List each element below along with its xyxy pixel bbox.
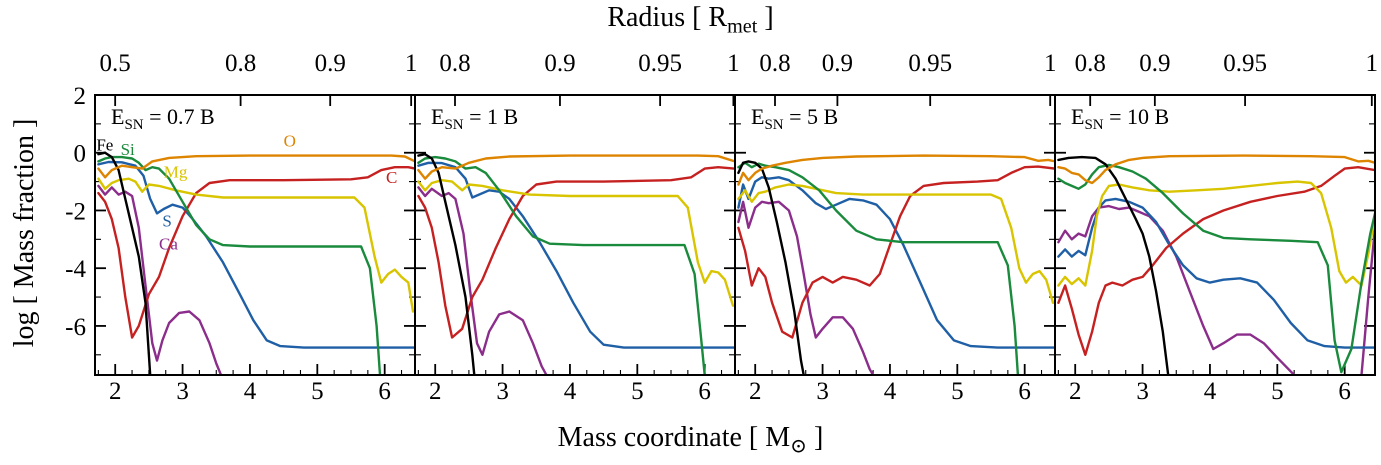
series-Mg-panel-2 — [737, 183, 1054, 304]
radius-tick-label: 0.8 — [759, 50, 790, 77]
series-C-panel-2 — [737, 165, 1054, 339]
panel-border — [94, 94, 416, 376]
radius-tick-label: 0.9 — [1139, 50, 1170, 77]
y-axis-label-text: log [ Mass fraction ] — [9, 118, 40, 348]
radius-tick-label: 1 — [727, 50, 740, 77]
element-label-Ca: Ca — [159, 234, 178, 253]
element-label-O: O — [284, 131, 296, 150]
radius-tick-label: 0.95 — [1223, 50, 1267, 77]
panel-3: 2 3 4 5 6 0.8 0.9 0.95 1 ESN = 10 B — [1054, 50, 1379, 405]
radius-tick-label: 0.95 — [908, 50, 952, 77]
series-Si-panel-0 — [97, 155, 382, 374]
top-axis-title-close: ] — [757, 2, 774, 33]
x-tick-label: 4 — [1204, 378, 1217, 405]
radius-tick-label: 0.9 — [544, 50, 575, 77]
radius-tick-label: 0.9 — [822, 50, 853, 77]
x-tick-label: 6 — [1338, 378, 1351, 405]
element-label-Mg: Mg — [164, 162, 188, 181]
y-tick-label: 2 — [74, 83, 87, 110]
panel-0: 2 3 4 5 6 0.5 0.8 0.9 1 2 0 -2 -4 -6 ESN = 0.7 B Fe Si Mg… — [65, 50, 417, 405]
x-tick-label: 5 — [311, 378, 324, 405]
radius-tick-label: 1 — [1366, 50, 1379, 77]
panel-border — [1054, 94, 1376, 376]
series-C-panel-3 — [1057, 166, 1374, 356]
series-Fe-panel-0 — [97, 151, 152, 374]
series-O-panel-0 — [97, 154, 414, 179]
x-tick-label: 6 — [698, 378, 711, 405]
series-Ca-panel-3 — [1057, 204, 1374, 374]
x-tick-label: 5 — [631, 378, 644, 405]
series-Si-panel-3 — [1057, 163, 1374, 374]
series-S-panel-1 — [417, 161, 734, 349]
x-tick-label: 2 — [429, 378, 442, 405]
panel-1: 2 3 4 5 6 0.8 0.9 0.95 1 ESN = 1 B — [414, 50, 740, 405]
x-tick-label: 6 — [1018, 378, 1031, 405]
series-S-panel-2 — [737, 176, 1054, 349]
x-tick-label: 3 — [816, 378, 829, 405]
x-axis-label-text: Mass coordinate [ M — [557, 422, 791, 453]
y-tick-label: 0 — [74, 141, 87, 168]
x-tick-label: 4 — [884, 378, 897, 405]
x-tick-label: 2 — [749, 378, 762, 405]
series-O-panel-3 — [1057, 154, 1374, 185]
x-axis-label-close: ] — [807, 422, 824, 453]
panel-energy-label: ESN = 5 B — [751, 104, 838, 133]
x-tick-label: 3 — [1136, 378, 1149, 405]
series-O-panel-1 — [417, 154, 734, 180]
y-tick-label: -2 — [65, 198, 86, 225]
radius-tick-label: 1 — [1044, 50, 1057, 77]
y-axis-label: log [ Mass fraction ] — [9, 119, 41, 348]
radius-tick-label: 0.5 — [100, 50, 131, 77]
series-Fe-panel-1 — [417, 153, 476, 374]
top-axis-title-subscript: met — [727, 15, 758, 38]
series-Fe-panel-3 — [1057, 155, 1170, 374]
x-tick-label: 3 — [496, 378, 509, 405]
x-axis-label-subscript: ⊙ — [790, 435, 808, 458]
series-Mg-panel-0 — [97, 177, 414, 313]
element-label-Fe: Fe — [96, 135, 113, 154]
x-tick-label: 4 — [244, 378, 257, 405]
series-Ca-panel-2 — [737, 200, 874, 374]
series-Mg-panel-3 — [1057, 180, 1374, 287]
series-Si-panel-1 — [417, 155, 706, 374]
radius-tick-label: 0.95 — [638, 50, 682, 77]
x-tick-label: 4 — [564, 378, 577, 405]
panel-2: 2 3 4 5 6 0.8 0.9 0.95 1 ESN = 5 B — [734, 50, 1057, 405]
top-axis-title: Radius [ Rmet ] — [0, 2, 1381, 39]
top-axis-title-text: Radius [ R — [607, 2, 728, 33]
panel-energy-label: ESN = 1 B — [431, 104, 518, 133]
radius-tick-label: 1 — [405, 50, 418, 77]
series-Fe-panel-2 — [737, 160, 805, 374]
x-tick-label: 5 — [1271, 378, 1284, 405]
element-label-S: S — [162, 211, 171, 230]
radius-tick-label: 0.8 — [225, 50, 256, 77]
x-axis-label: Mass coordinate [ M⊙ ] — [0, 422, 1381, 459]
series-Mg-panel-1 — [417, 179, 734, 307]
element-label-C: C — [386, 168, 397, 187]
series-Ca-panel-1 — [417, 186, 548, 374]
panel-energy-label: ESN = 10 B — [1071, 104, 1169, 133]
radius-tick-label: 0.8 — [1075, 50, 1106, 77]
radius-tick-label: 0.9 — [315, 50, 346, 77]
x-tick-label: 2 — [109, 378, 122, 405]
series-O-panel-2 — [737, 154, 1054, 186]
series-C-panel-1 — [417, 166, 734, 339]
x-tick-label: 3 — [176, 378, 189, 405]
y-tick-label: -6 — [65, 314, 86, 341]
element-label-Si: Si — [121, 140, 135, 159]
panel-energy-label: ESN = 0.7 B — [111, 104, 215, 133]
series-Ca-panel-0 — [97, 184, 222, 374]
x-tick-label: 6 — [378, 378, 391, 405]
y-tick-label: -4 — [65, 256, 86, 283]
x-tick-label: 5 — [951, 378, 964, 405]
x-tick-label: 2 — [1069, 378, 1082, 405]
series-C-panel-0 — [97, 166, 414, 339]
radius-tick-label: 0.8 — [439, 50, 470, 77]
